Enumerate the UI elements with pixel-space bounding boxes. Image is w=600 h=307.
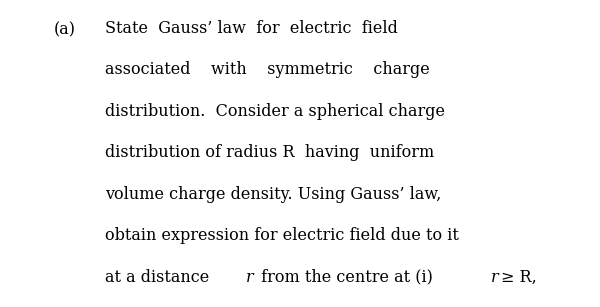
Text: obtain expression for electric field due to it: obtain expression for electric field due… <box>105 227 459 244</box>
Text: State  Gauss’ law  for  electric  field: State Gauss’ law for electric field <box>105 20 398 37</box>
Text: ≥ R,: ≥ R, <box>500 269 536 286</box>
Text: volume charge density. Using Gauss’ law,: volume charge density. Using Gauss’ law, <box>105 186 442 203</box>
Text: distribution.  Consider a spherical charge: distribution. Consider a spherical charg… <box>105 103 445 120</box>
Text: from the centre at (i): from the centre at (i) <box>256 269 438 286</box>
Text: associated    with    symmetric    charge: associated with symmetric charge <box>105 61 430 78</box>
Text: at a distance: at a distance <box>105 269 214 286</box>
Text: r: r <box>491 269 499 286</box>
Text: (a): (a) <box>54 21 76 38</box>
Text: r: r <box>246 269 254 286</box>
Text: distribution of radius R  having  uniform: distribution of radius R having uniform <box>105 144 434 161</box>
